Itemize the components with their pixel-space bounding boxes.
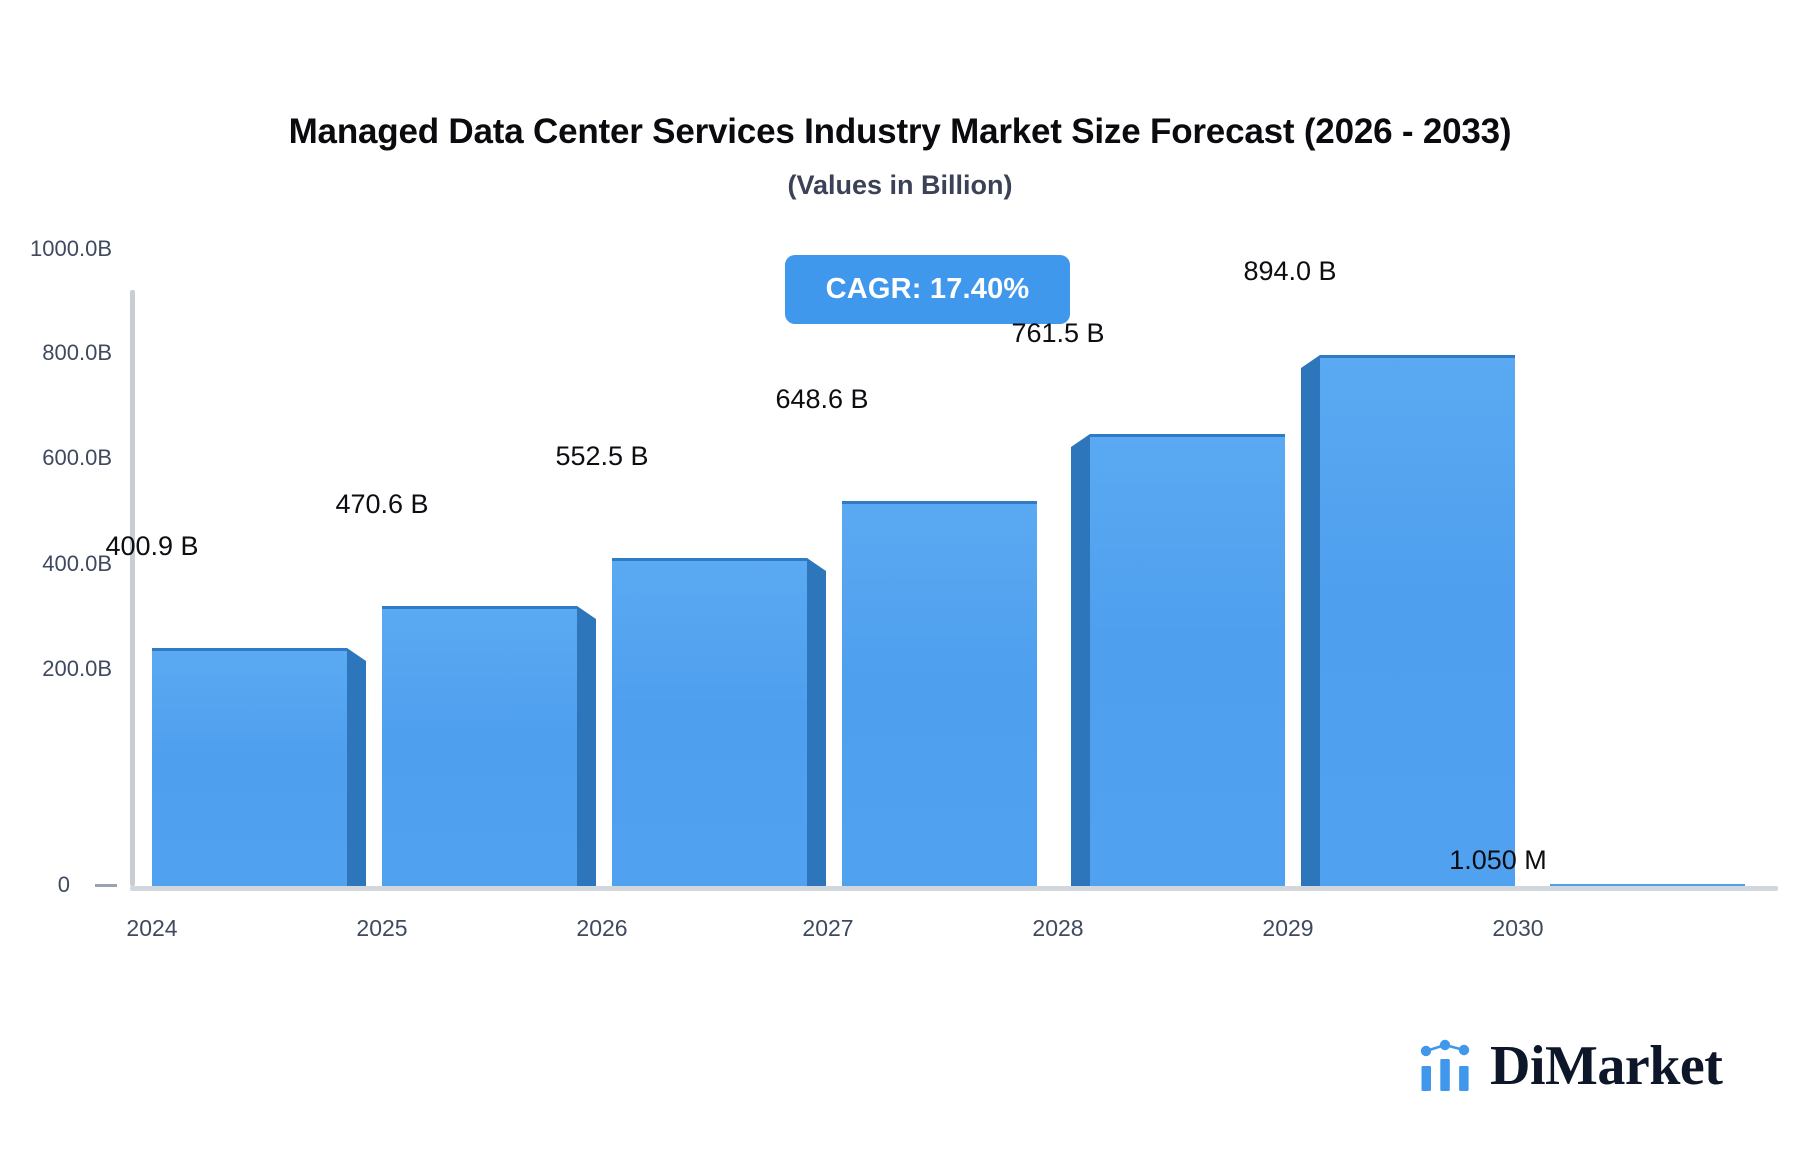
plot-area xyxy=(130,285,1775,886)
y-tick-label-0: 0 xyxy=(57,872,70,897)
bar-2024[interactable] xyxy=(152,648,366,886)
x-axis-line xyxy=(130,886,1778,891)
bar-2028-front xyxy=(1090,434,1285,886)
bar-value-2025: 470.6 B xyxy=(335,489,429,519)
y-tick-label-400: 400.0B xyxy=(42,551,112,576)
y-tick-label-1000: 1000.0B xyxy=(30,236,112,261)
bar-2029[interactable] xyxy=(1301,355,1515,886)
bar-2026[interactable] xyxy=(612,558,826,886)
x-tick-label-2028: 2028 xyxy=(1032,915,1084,941)
chart-title: Managed Data Center Services Industry Ma… xyxy=(288,112,1512,151)
bar-2024-side xyxy=(347,648,366,886)
x-tick-label-2029: 2029 xyxy=(1262,915,1314,941)
bar-chart-icon xyxy=(1420,1039,1470,1091)
bar-2028-side xyxy=(1071,434,1090,886)
bar-2024-front xyxy=(152,648,347,886)
dimarket-logo: DiMarket xyxy=(1418,1035,1723,1097)
bar-2029-side xyxy=(1301,355,1320,886)
bar-2026-side xyxy=(807,558,826,886)
bar-value-2028: 761.5 B xyxy=(1011,318,1105,348)
y-axis-line xyxy=(130,290,135,886)
x-tick-label-2030: 2030 xyxy=(1492,915,1544,941)
cagr-badge: CAGR: 17.40% xyxy=(785,255,1070,324)
cagr-badge-label: CAGR: 17.40% xyxy=(825,273,1030,305)
bar-2029-front xyxy=(1320,355,1515,886)
bar-value-2029: 894.0 B xyxy=(1243,256,1337,286)
y-tick-label-600: 600.0B xyxy=(42,445,112,470)
y-tick-label-200: 200.0B xyxy=(42,656,112,681)
chart-subtitle: (Values in Billion) xyxy=(787,170,1013,200)
bar-2025-front xyxy=(382,606,577,886)
bar-value-2030: 1.050 M xyxy=(1449,845,1547,875)
x-tick-label-2025: 2025 xyxy=(356,915,408,941)
x-tick-label-2027: 2027 xyxy=(802,915,854,941)
x-tick-label-2024: 2024 xyxy=(126,915,178,941)
bar-2030[interactable] xyxy=(1550,884,1745,886)
y-tick-label-800: 800.0B xyxy=(42,340,112,365)
bar-2027-front xyxy=(842,501,1037,886)
bar-2025[interactable] xyxy=(382,606,596,886)
bar-value-2026: 552.5 B xyxy=(555,441,649,471)
bar-2025-side xyxy=(577,606,596,886)
bar-2026-front xyxy=(612,558,807,886)
bar-value-2024: 400.9 B xyxy=(105,531,199,561)
bar-value-2027: 648.6 B xyxy=(775,384,869,414)
y-tick-dash-0 xyxy=(95,884,117,887)
logo-wordmark: DiMarket xyxy=(1490,1035,1723,1097)
bar-2028[interactable] xyxy=(1071,434,1285,886)
x-tick-label-2026: 2026 xyxy=(576,915,628,941)
bar-2030-front xyxy=(1550,884,1745,886)
bar-2027[interactable] xyxy=(842,501,1037,886)
